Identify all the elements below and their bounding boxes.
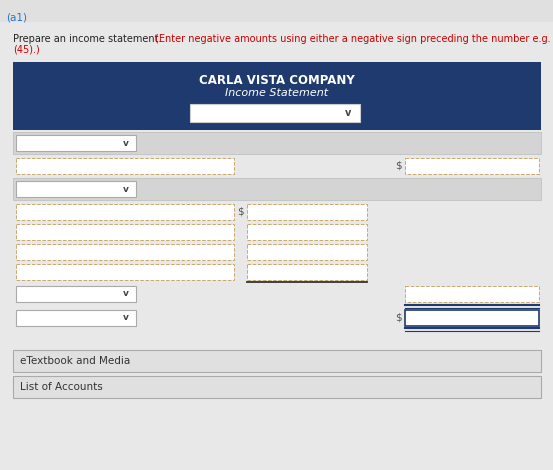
Text: (45).): (45).) (13, 45, 40, 55)
Text: v: v (123, 139, 129, 148)
FancyBboxPatch shape (16, 204, 234, 220)
Text: Income Statement: Income Statement (226, 88, 328, 98)
Text: (a1): (a1) (6, 12, 27, 22)
FancyBboxPatch shape (13, 132, 541, 154)
FancyBboxPatch shape (405, 286, 539, 302)
FancyBboxPatch shape (0, 0, 553, 22)
FancyBboxPatch shape (405, 158, 539, 174)
Text: eTextbook and Media: eTextbook and Media (20, 356, 131, 366)
Text: List of Accounts: List of Accounts (20, 382, 103, 392)
FancyBboxPatch shape (247, 264, 367, 280)
FancyBboxPatch shape (16, 286, 136, 302)
FancyBboxPatch shape (16, 135, 136, 151)
FancyBboxPatch shape (13, 350, 541, 372)
Text: CARLA VISTA COMPANY: CARLA VISTA COMPANY (199, 74, 355, 87)
FancyBboxPatch shape (16, 181, 136, 197)
FancyBboxPatch shape (16, 224, 234, 240)
FancyBboxPatch shape (247, 224, 367, 240)
Text: $: $ (395, 313, 401, 323)
Text: $: $ (237, 207, 243, 217)
Text: $: $ (395, 161, 401, 171)
Text: v: v (123, 290, 129, 298)
FancyBboxPatch shape (190, 104, 360, 122)
FancyBboxPatch shape (13, 178, 541, 200)
Text: (Enter negative amounts using either a negative sign preceding the number e.g. -: (Enter negative amounts using either a n… (155, 34, 553, 44)
FancyBboxPatch shape (247, 204, 367, 220)
Text: v: v (345, 108, 351, 118)
FancyBboxPatch shape (405, 310, 539, 326)
FancyBboxPatch shape (13, 376, 541, 398)
FancyBboxPatch shape (16, 158, 234, 174)
FancyBboxPatch shape (13, 62, 541, 130)
FancyBboxPatch shape (16, 244, 234, 260)
FancyBboxPatch shape (247, 244, 367, 260)
Text: v: v (123, 185, 129, 194)
Text: v: v (123, 313, 129, 322)
Text: Prepare an income statement.: Prepare an income statement. (13, 34, 161, 44)
FancyBboxPatch shape (16, 310, 136, 326)
FancyBboxPatch shape (16, 264, 234, 280)
